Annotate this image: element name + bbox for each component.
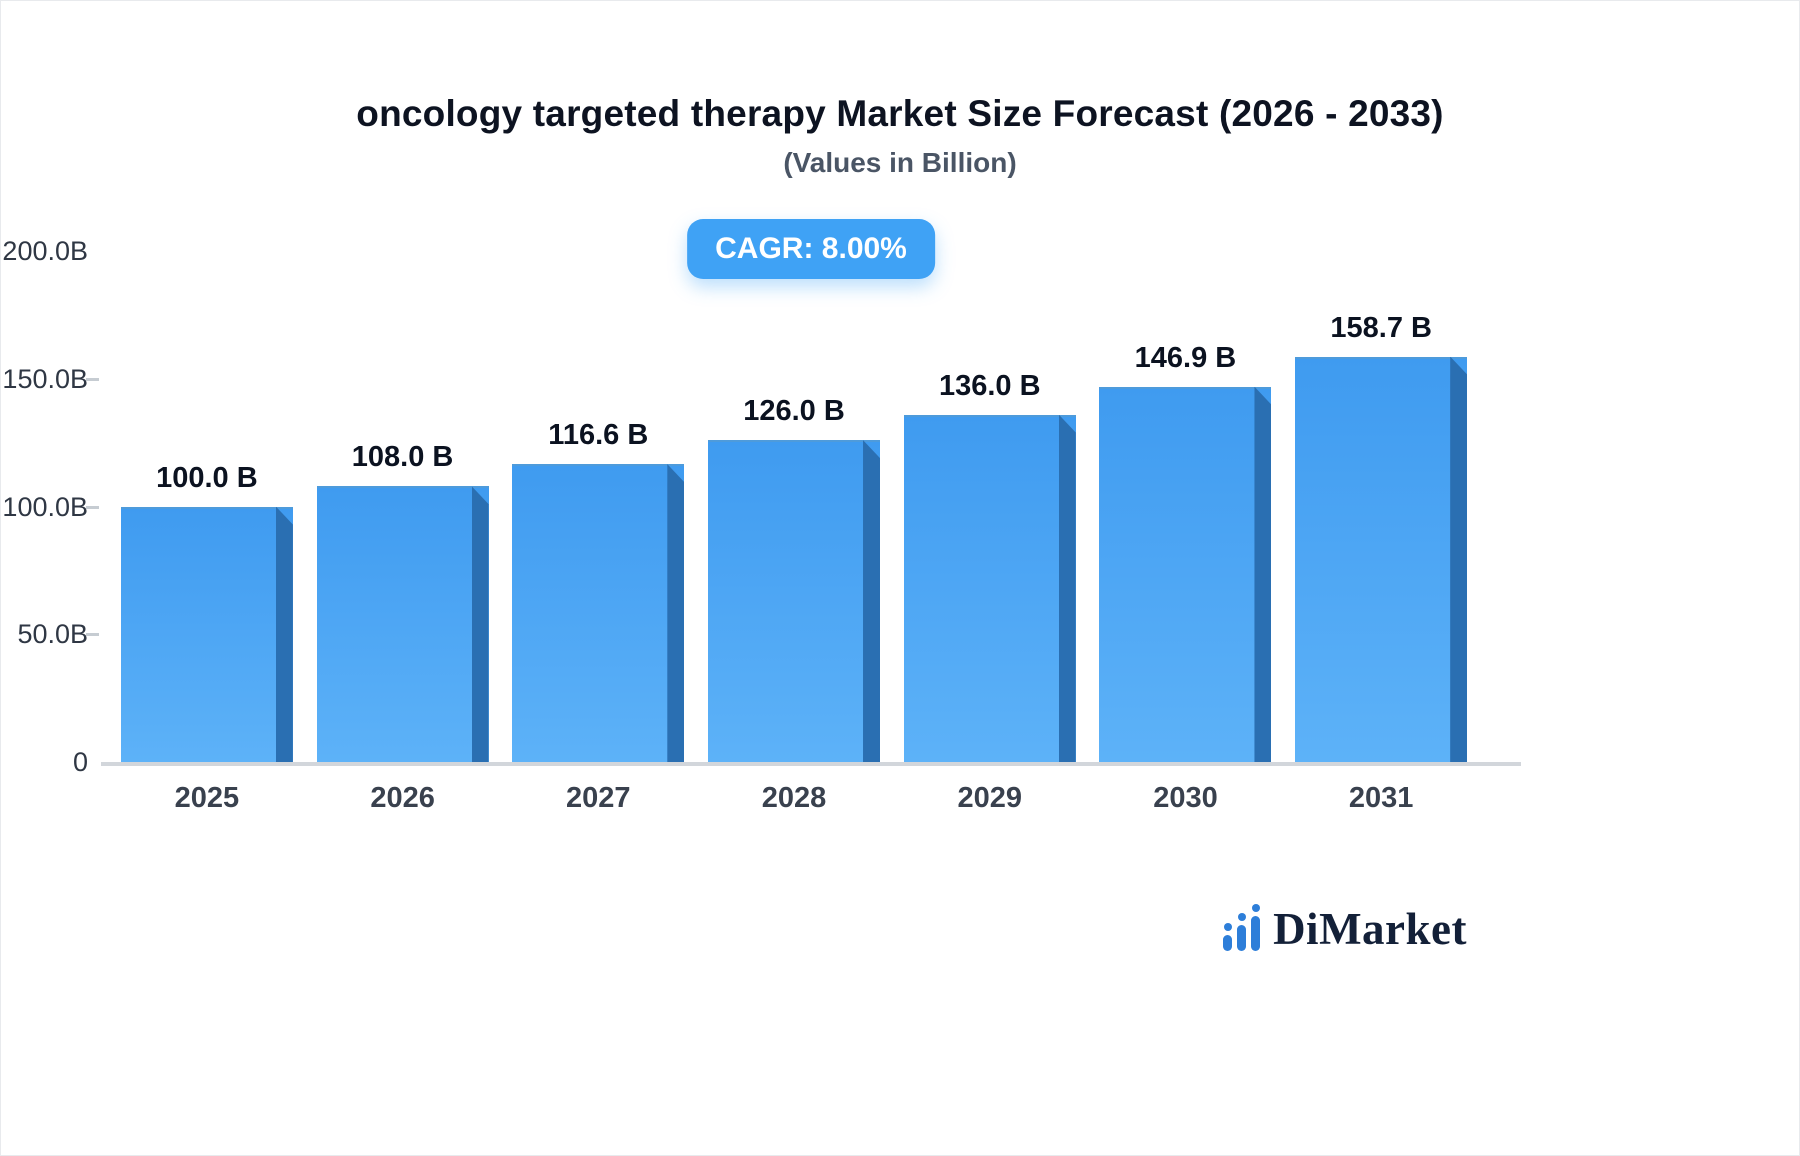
bar-side-face — [1058, 414, 1076, 762]
bar-side-face — [1450, 356, 1468, 762]
bar-group: 136.0 B 2029 — [892, 251, 1088, 814]
x-axis-label: 2025 — [174, 782, 240, 814]
x-axis-label: 2028 — [761, 782, 827, 814]
bar: 146.9 B — [1099, 342, 1272, 762]
bar-side-face — [667, 464, 685, 762]
bar-side-face — [471, 486, 489, 762]
bar-side-face — [863, 440, 881, 762]
bar-group: 126.0 B 2028 — [696, 251, 892, 814]
chart-title: oncology targeted therapy Market Size Fo… — [356, 93, 1444, 134]
bar-group: 116.6 B 2027 — [500, 251, 696, 814]
icon-column — [1251, 903, 1261, 951]
y-axis-label: 50.0B — [17, 619, 88, 650]
y-axis-label: 200.0B — [2, 236, 88, 266]
bar-value-label: 136.0 B — [938, 369, 1041, 402]
icon-bar — [1237, 924, 1247, 951]
y-axis-label: 0 — [72, 747, 88, 777]
x-axis-label: 2031 — [1348, 782, 1414, 814]
bar-group: 108.0 B 2026 — [305, 251, 501, 814]
bar: 100.0 B — [120, 462, 293, 762]
bar-group: 158.7 B 2031 — [1283, 251, 1479, 814]
x-axis-label: 2029 — [957, 782, 1022, 814]
bar: 108.0 B — [316, 441, 489, 762]
icon-dot — [1223, 922, 1232, 931]
icon-column — [1237, 912, 1247, 951]
y-axis-tick — [86, 377, 99, 381]
brand-logo: DiMarket — [1223, 903, 1467, 955]
bar: 136.0 B — [903, 370, 1076, 762]
icon-column — [1223, 922, 1233, 951]
chart-header: oncology targeted therapy Market Size Fo… — [1, 1, 1799, 179]
bar-group: 146.9 B 2030 — [1088, 251, 1284, 814]
bar-value-label: 108.0 B — [351, 441, 454, 474]
chart-subtitle: (Values in Billion) — [783, 147, 1017, 178]
footer: DiMarket — [1, 903, 1799, 955]
bar-chart-icon — [1223, 903, 1261, 955]
icon-bar — [1251, 915, 1261, 951]
y-axis-tick — [86, 505, 99, 509]
bar-side-face — [275, 506, 293, 762]
bar-value-label: 100.0 B — [156, 461, 258, 494]
cagr-badge: CAGR: 8.00% — [687, 219, 935, 279]
bar-value-label: 126.0 B — [743, 395, 845, 428]
x-axis-label: 2026 — [370, 782, 435, 814]
bar: 126.0 B — [708, 395, 881, 762]
brand-name: DiMarket — [1273, 904, 1467, 954]
x-axis-label: 2030 — [1153, 782, 1218, 814]
bar-group: 100.0 B 2025 — [109, 251, 305, 814]
bar-value-label: 116.6 B — [548, 419, 649, 452]
bar: 116.6 B — [512, 419, 685, 762]
chart-section: CAGR: 8.00% 100.0 B 2025 108.0 B 2026 116.6 … — [2, 195, 1521, 845]
x-axis-label: 2027 — [566, 782, 631, 814]
icon-dot — [1251, 903, 1260, 912]
icon-dot — [1237, 912, 1246, 921]
plot-area: 100.0 B 2025 108.0 B 2026 116.6 B 2027 126.0 B… — [2, 236, 1521, 814]
y-axis-label: 100.0B — [2, 491, 88, 522]
bars-container: 100.0 B 2025 108.0 B 2026 116.6 B 2027 126.0 B… — [109, 251, 1479, 814]
y-axis-tick — [86, 633, 99, 637]
icon-bar — [1223, 934, 1233, 951]
bar: 158.7 B — [1295, 312, 1468, 762]
bar-side-face — [1254, 386, 1272, 762]
y-axis-label: 150.0B — [2, 363, 88, 394]
bar-value-label: 158.7 B — [1330, 311, 1432, 344]
bar-value-label: 146.9 B — [1134, 341, 1237, 374]
